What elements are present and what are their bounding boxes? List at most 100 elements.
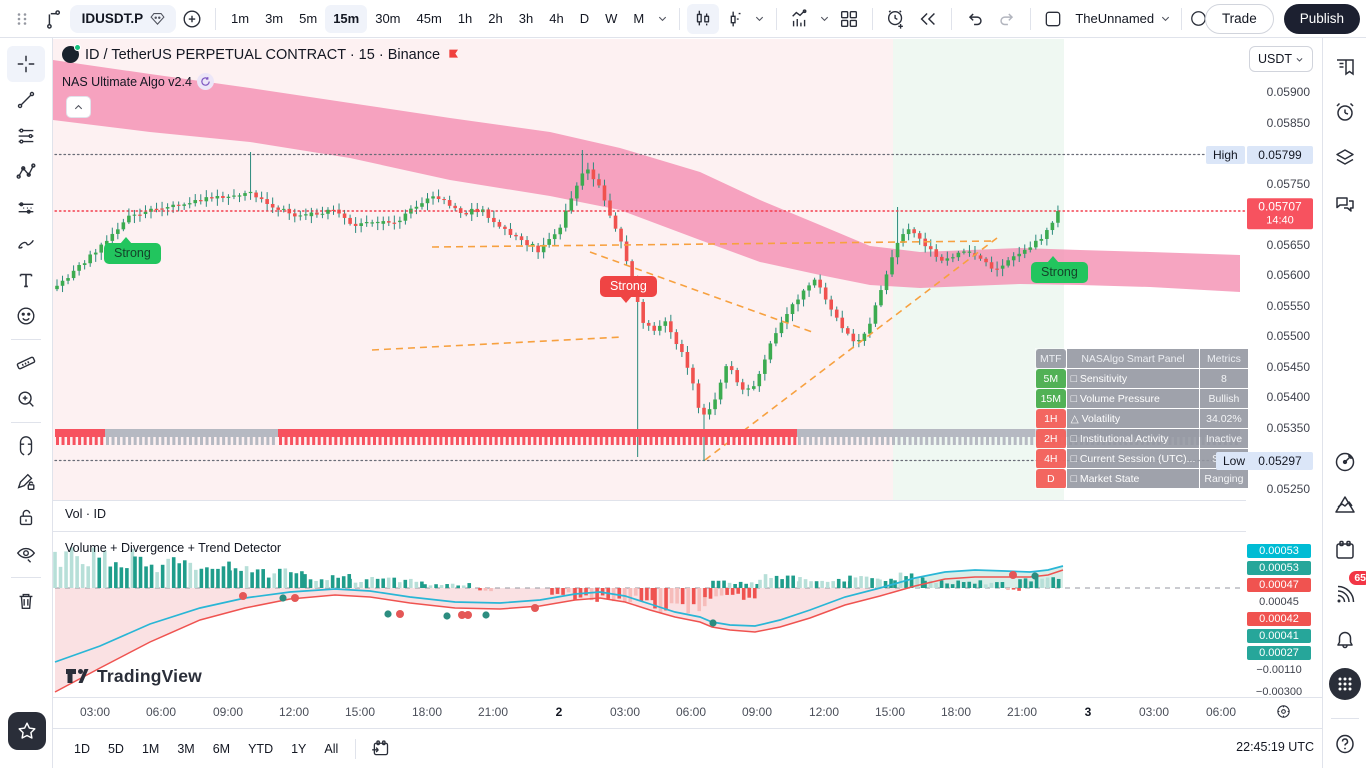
sparks-icon[interactable]: [1327, 487, 1363, 523]
smart-panel: MTF NASAlgo Smart Panel Metrics 5M □ Sens…: [1035, 348, 1249, 489]
watchlist-icon[interactable]: [1327, 49, 1363, 85]
indicators-icon[interactable]: [784, 4, 816, 34]
panel-timeframe: 4H: [1035, 448, 1067, 469]
timeframe-M[interactable]: M: [625, 5, 652, 33]
undo-icon[interactable]: [959, 4, 991, 34]
session-clock[interactable]: 22:45:19 UTC: [1236, 740, 1314, 754]
style-chevron-icon[interactable]: [751, 4, 769, 34]
go-to-date-icon[interactable]: [364, 734, 396, 764]
redo-icon[interactable]: [991, 4, 1023, 34]
projection-tool-icon[interactable]: [7, 190, 45, 226]
timeframe-30m[interactable]: 30m: [367, 5, 408, 33]
layout-grid-icon[interactable]: [833, 4, 865, 34]
zoom-in-tool-icon[interactable]: [7, 381, 45, 417]
range-3m[interactable]: 3M: [168, 738, 203, 760]
layout-chevron-icon[interactable]: [1156, 4, 1174, 34]
range-all[interactable]: All: [315, 738, 347, 760]
alerts-icon[interactable]: [1327, 94, 1363, 130]
flag-icon[interactable]: [446, 47, 462, 63]
volume-pane-label[interactable]: Vol · ID: [65, 507, 106, 521]
indicator-pane-label[interactable]: Volume + Divergence + Trend Detector: [65, 541, 282, 555]
high-label: High: [1206, 146, 1245, 164]
favorites-star-button[interactable]: [8, 712, 46, 750]
timeframe-3m[interactable]: 3m: [257, 5, 291, 33]
calendar-icon[interactable]: [1327, 532, 1363, 568]
remove-drawings-icon[interactable]: [7, 583, 45, 619]
symbol-search[interactable]: IDUSDT.P: [69, 4, 177, 33]
price-axis[interactable]: USDT 0.05900 0.05850 0.05750 0.05650 0.05600…: [1247, 38, 1322, 698]
panel-metric-value: 8: [1199, 368, 1249, 389]
drag-handle-icon[interactable]: [6, 4, 38, 34]
chart-line-tool-icon[interactable]: [38, 4, 70, 34]
apps-menu-button[interactable]: [1329, 668, 1361, 700]
chevron-down-icon: [1296, 57, 1303, 62]
emoji-tool-icon[interactable]: [7, 298, 45, 334]
range-1m[interactable]: 1M: [133, 738, 168, 760]
minds-badge: 65: [1349, 571, 1366, 585]
pattern-tool-icon[interactable]: [7, 154, 45, 190]
timeframe-5m[interactable]: 5m: [291, 5, 325, 33]
chat-icon[interactable]: [1327, 186, 1363, 222]
symbol-label: IDUSDT.P: [81, 11, 144, 26]
timeframe-45m[interactable]: 45m: [409, 5, 450, 33]
minds-feed-icon[interactable]: 65: [1327, 571, 1366, 613]
candles-style-icon[interactable]: [687, 3, 719, 34]
range-5d[interactable]: 5D: [99, 738, 133, 760]
indicator-name[interactable]: NAS Ultimate Algo v2.4: [62, 74, 192, 89]
panel-metric-label: △ Volatility: [1065, 408, 1201, 429]
trendline-tool-icon[interactable]: [7, 82, 45, 118]
layout-name[interactable]: TheUnnamed: [1075, 11, 1155, 26]
collapse-pane-button[interactable]: [66, 96, 91, 118]
trade-button[interactable]: Trade: [1204, 3, 1274, 34]
time-tick: 09:00: [741, 705, 773, 719]
text-tool-icon[interactable]: [7, 262, 45, 298]
panel-timeframe: 1H: [1035, 408, 1067, 429]
timeframe-3h[interactable]: 3h: [511, 5, 541, 33]
timeframe-4h[interactable]: 4h: [541, 5, 571, 33]
timeframe-15m[interactable]: 15m: [325, 4, 368, 33]
brush-tool-icon[interactable]: [7, 226, 45, 262]
magnet-tool-icon[interactable]: [7, 428, 45, 464]
panel-timeframe: 15M: [1035, 388, 1067, 409]
drawing-mode-lock-icon[interactable]: [7, 464, 45, 500]
pane-separator[interactable]: [53, 531, 1246, 532]
hide-drawings-icon[interactable]: [7, 536, 45, 572]
crosshair-tool-icon[interactable]: [7, 46, 45, 82]
hotlists-icon[interactable]: [1327, 444, 1363, 480]
panel-metric-value: Inactive: [1199, 428, 1249, 449]
replay-icon[interactable]: [912, 4, 944, 34]
measure-tool-icon[interactable]: [7, 345, 45, 381]
low-label: Low: [1216, 452, 1253, 470]
timeframe-2h[interactable]: 2h: [480, 5, 510, 33]
help-icon[interactable]: [1327, 726, 1363, 762]
timeframe-1h[interactable]: 1h: [450, 5, 480, 33]
publish-button[interactable]: Publish: [1283, 3, 1360, 34]
time-axis[interactable]: 03:00 06:00 09:00 12:00 15:00 18:00 21:00 2 03:0…: [53, 697, 1322, 728]
axis-settings-icon[interactable]: [1275, 703, 1292, 720]
chart-title[interactable]: ID / TetherUS PERPETUAL CONTRACT · 15 · …: [85, 46, 441, 63]
signal-label-strong: Strong: [600, 276, 657, 303]
indicators-chevron-icon[interactable]: [815, 4, 833, 34]
lock-all-icon[interactable]: [7, 500, 45, 536]
price-tick: 0.05900: [1266, 85, 1310, 99]
range-ytd[interactable]: YTD: [239, 738, 282, 760]
object-tree-icon[interactable]: [1327, 139, 1363, 175]
pane-separator[interactable]: [53, 500, 1246, 501]
timeframe-1m[interactable]: 1m: [223, 5, 257, 33]
range-1d[interactable]: 1D: [65, 738, 99, 760]
add-symbol-icon[interactable]: [176, 4, 208, 34]
notifications-bell-icon[interactable]: [1327, 622, 1363, 658]
top-toolbar: IDUSDT.P 1m 3m 5m 15m 30m 45m 1h 2h 3h 4h D W M: [0, 0, 1366, 38]
timeframe-chevron-icon[interactable]: [652, 4, 672, 34]
alert-create-icon[interactable]: [880, 4, 912, 34]
multichart-icon[interactable]: [1038, 4, 1070, 34]
fib-tool-icon[interactable]: [7, 118, 45, 154]
range-6m[interactable]: 6M: [204, 738, 239, 760]
bar-style-icon[interactable]: [719, 4, 751, 34]
time-tick: 3: [1084, 705, 1092, 719]
timeframe-D[interactable]: D: [572, 5, 597, 33]
currency-selector[interactable]: USDT: [1249, 46, 1313, 72]
range-1y[interactable]: 1Y: [282, 738, 315, 760]
timeframe-W[interactable]: W: [597, 5, 625, 33]
